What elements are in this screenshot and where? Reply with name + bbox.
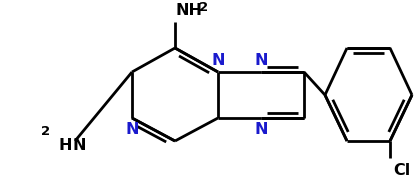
Text: 2: 2 xyxy=(199,1,208,14)
Text: 2: 2 xyxy=(41,125,50,138)
Text: Cl: Cl xyxy=(393,163,410,178)
Text: N: N xyxy=(254,53,268,68)
Text: N: N xyxy=(254,122,268,137)
Text: H: H xyxy=(59,138,72,153)
Text: N: N xyxy=(72,138,85,153)
Text: N: N xyxy=(211,53,225,68)
Text: NH: NH xyxy=(175,3,202,18)
Text: N: N xyxy=(125,122,139,137)
